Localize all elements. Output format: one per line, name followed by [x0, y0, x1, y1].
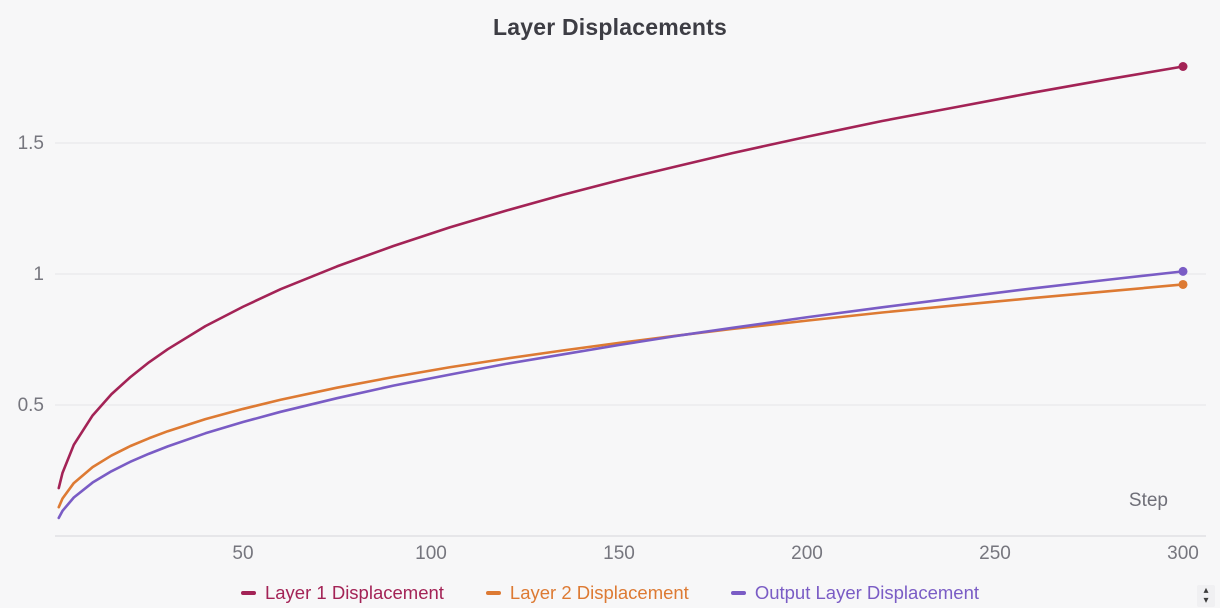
legend-item-layer2[interactable]: Layer 2 Displacement	[485, 582, 689, 604]
x-tick-label: 250	[979, 543, 1011, 564]
series-endpoint-output	[1178, 266, 1188, 276]
legend-label-layer1: Layer 1 Displacement	[264, 582, 444, 603]
stepper-up-icon[interactable]: ▴	[1203, 585, 1209, 596]
legend-marker-layer2	[485, 591, 501, 595]
legend-marker-layer1	[240, 591, 256, 595]
series-line-output	[57, 270, 1185, 520]
y-tick-label: 1	[33, 264, 44, 285]
x-tick-label: 150	[603, 543, 635, 564]
y-tick-label: 1.5	[18, 133, 44, 154]
legend-label-layer2: Layer 2 Displacement	[509, 582, 689, 603]
legend-label-output: Output Layer Displacement	[754, 582, 979, 603]
stepper-down-icon[interactable]: ▾	[1203, 595, 1209, 606]
x-tick-label: 300	[1167, 543, 1199, 564]
chart-title: Layer Displacements	[493, 14, 727, 40]
series-endpoint-layer1	[1178, 61, 1188, 71]
y-tick-label: 0.5	[18, 395, 44, 416]
x-tick-label: 200	[791, 543, 823, 564]
legend-item-output[interactable]: Output Layer Displacement	[730, 582, 979, 604]
legend-item-layer1[interactable]: Layer 1 Displacement	[240, 582, 444, 604]
series-endpoint-layer2	[1178, 279, 1188, 289]
series-line-layer2	[57, 283, 1185, 509]
x-tick-label: 100	[415, 543, 447, 564]
series-line-layer1	[57, 65, 1185, 490]
x-axis-label: Step	[1128, 490, 1168, 511]
legend: Layer 1 Displacement Layer 2 Displacement…	[0, 582, 1220, 604]
x-tick-label: 50	[232, 543, 253, 564]
legend-marker-output	[730, 591, 746, 595]
stepper-control[interactable]: ▴ ▾	[1197, 585, 1215, 607]
